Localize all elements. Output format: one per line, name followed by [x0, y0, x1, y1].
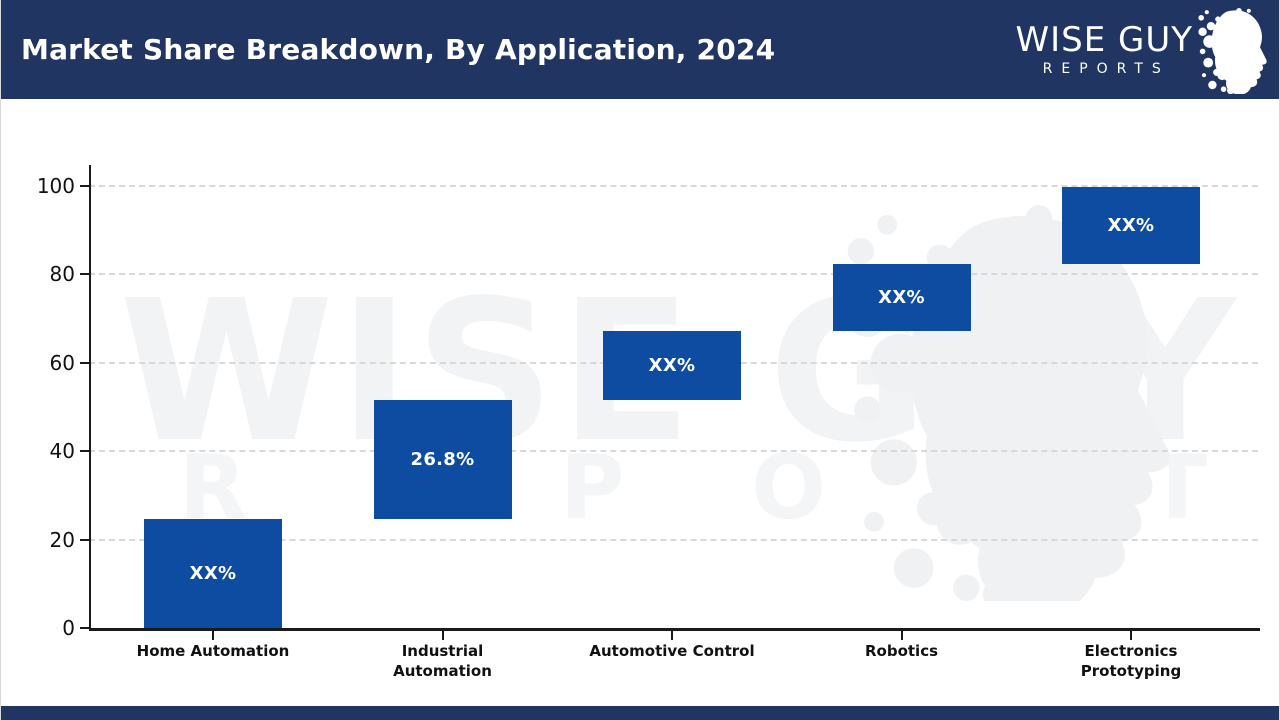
y-tick-label: 40	[49, 439, 75, 464]
y-tick-label: 60	[49, 350, 75, 375]
x-category-label: Robotics	[864, 642, 939, 660]
bar-automotive-control: XX%	[603, 331, 741, 401]
x-axis-line	[89, 628, 1260, 631]
bar-value-label: 26.8%	[410, 449, 475, 471]
x-tick-mark	[212, 631, 214, 640]
bar-industrial-automation: 26.8%	[373, 400, 512, 519]
x-category-label: Electronics Prototyping	[1080, 642, 1182, 681]
header-bar: Market Share Breakdown, By Application, …	[1, 0, 1279, 99]
y-tick-label: 80	[49, 262, 75, 287]
x-tick-mark	[671, 631, 673, 640]
x-category-label: Home Automation	[136, 642, 290, 660]
page-title: Market Share Breakdown, By Application, …	[21, 33, 776, 66]
y-tick-mark	[80, 361, 89, 364]
y-tick-mark	[80, 185, 89, 187]
footer-bar	[1, 706, 1279, 720]
logo-head-icon	[1198, 7, 1267, 94]
gridline-20	[89, 538, 1258, 541]
wise-guy-logo: WISE GUY REPORTS	[1015, 6, 1267, 94]
y-tick-label: 100	[36, 174, 75, 198]
y-tick-mark	[80, 273, 89, 276]
x-tick-mark	[1130, 631, 1132, 640]
logo-subtitle: REPORTS	[1042, 61, 1170, 77]
bar-value-label: XX%	[878, 287, 925, 309]
y-tick-mark	[80, 450, 89, 453]
x-category-label: Automotive Control	[589, 642, 755, 660]
gridline-100	[89, 185, 1258, 187]
y-tick-mark	[80, 538, 89, 541]
bar-value-label: XX%	[648, 355, 696, 377]
bar-value-label: XX%	[189, 562, 237, 584]
x-tick-mark	[441, 631, 444, 640]
bar-robotics: XX%	[832, 264, 971, 332]
y-axis-line	[89, 165, 91, 630]
logo-wordmark: WISE GUY	[1015, 20, 1193, 60]
x-category-label: Industrial Automation	[393, 642, 492, 681]
bar-electronics-prototyping: XX%	[1062, 186, 1200, 265]
y-tick-label: 0	[62, 616, 75, 640]
bar-value-label: XX%	[1107, 215, 1155, 237]
y-tick-label: 20	[49, 527, 75, 552]
gridline-80	[89, 273, 1258, 276]
gridline-40	[89, 450, 1258, 453]
x-tick-mark	[900, 631, 903, 640]
y-tick-mark	[80, 627, 89, 629]
bar-home-automation: XX%	[144, 518, 282, 628]
